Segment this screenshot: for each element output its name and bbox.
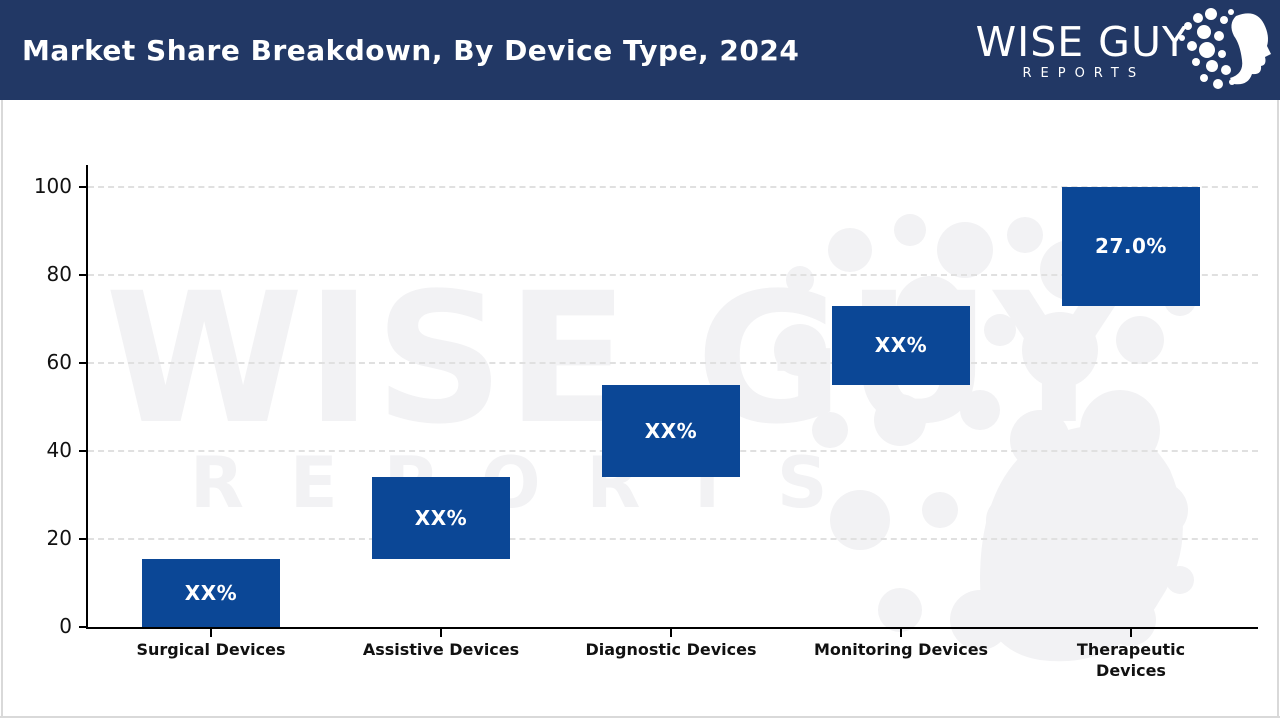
x-axis-spine [86,627,1258,629]
y-tick-label-60: 60 [46,350,72,374]
y-axis-spine [86,165,88,629]
bar-surgical-devices: XX% [142,558,280,627]
bar-assistive-devices: XX% [372,477,510,559]
frame-hairline-bottom [0,716,1280,718]
bar-therapeutic-devices: 27.0% [1062,187,1200,306]
x-tick-1 [440,629,442,637]
category-label-3: Monitoring Devices [813,640,989,659]
frame-hairline-left [1,100,3,718]
x-tick-0 [210,629,212,637]
bar-diagnostic-devices: XX% [602,385,740,478]
y-tick-label-100: 100 [33,174,72,198]
chart-title: Market Share Breakdown, By Device Type, … [22,33,800,67]
y-tick-100 [79,186,88,188]
category-label-4: Therapeutic Devices [1076,640,1186,680]
x-tick-3 [900,629,902,637]
bar-label-therapeutic-devices: 27.0% [1095,234,1167,259]
x-tick-2 [670,629,672,637]
category-label-2: Diagnostic Devices [585,640,757,659]
y-tick-60 [79,362,88,364]
bar-label-monitoring-devices: XX% [874,333,928,358]
category-label-0: Surgical Devices [136,640,286,659]
wiseguy-logo-text: WISE GUY REPORTS [975,17,1188,81]
bar-label-diagnostic-devices: XX% [644,419,698,444]
gridline-60 [88,362,1258,364]
logo-reports-label: REPORTS [1022,65,1146,81]
bar-label-assistive-devices: XX% [414,506,468,531]
x-tick-4 [1130,629,1132,637]
bar-monitoring-devices: XX% [832,305,970,385]
y-tick-label-40: 40 [46,438,72,462]
y-tick-80 [79,274,88,276]
logo-wiseguy-label: WISE GUY [975,17,1188,66]
frame-hairline-right [1277,100,1279,718]
y-tick-label-20: 20 [46,526,72,550]
gridline-100 [88,186,1258,188]
y-tick-label-80: 80 [46,262,72,286]
bar-label-surgical-devices: XX% [184,580,238,605]
gridline-20 [88,538,1258,540]
category-label-1: Assistive Devices [362,640,520,659]
header: Market Share Breakdown, By Device Type, … [0,0,1280,100]
y-tick-20 [79,538,88,540]
y-tick-label-0: 0 [59,614,72,638]
y-tick-40 [79,450,88,452]
wiseguy-logo: WISE GUY REPORTS [976,4,1274,98]
gridline-80 [88,274,1258,276]
y-tick-0 [79,626,88,628]
wiseguy-face-icon [1179,8,1271,89]
